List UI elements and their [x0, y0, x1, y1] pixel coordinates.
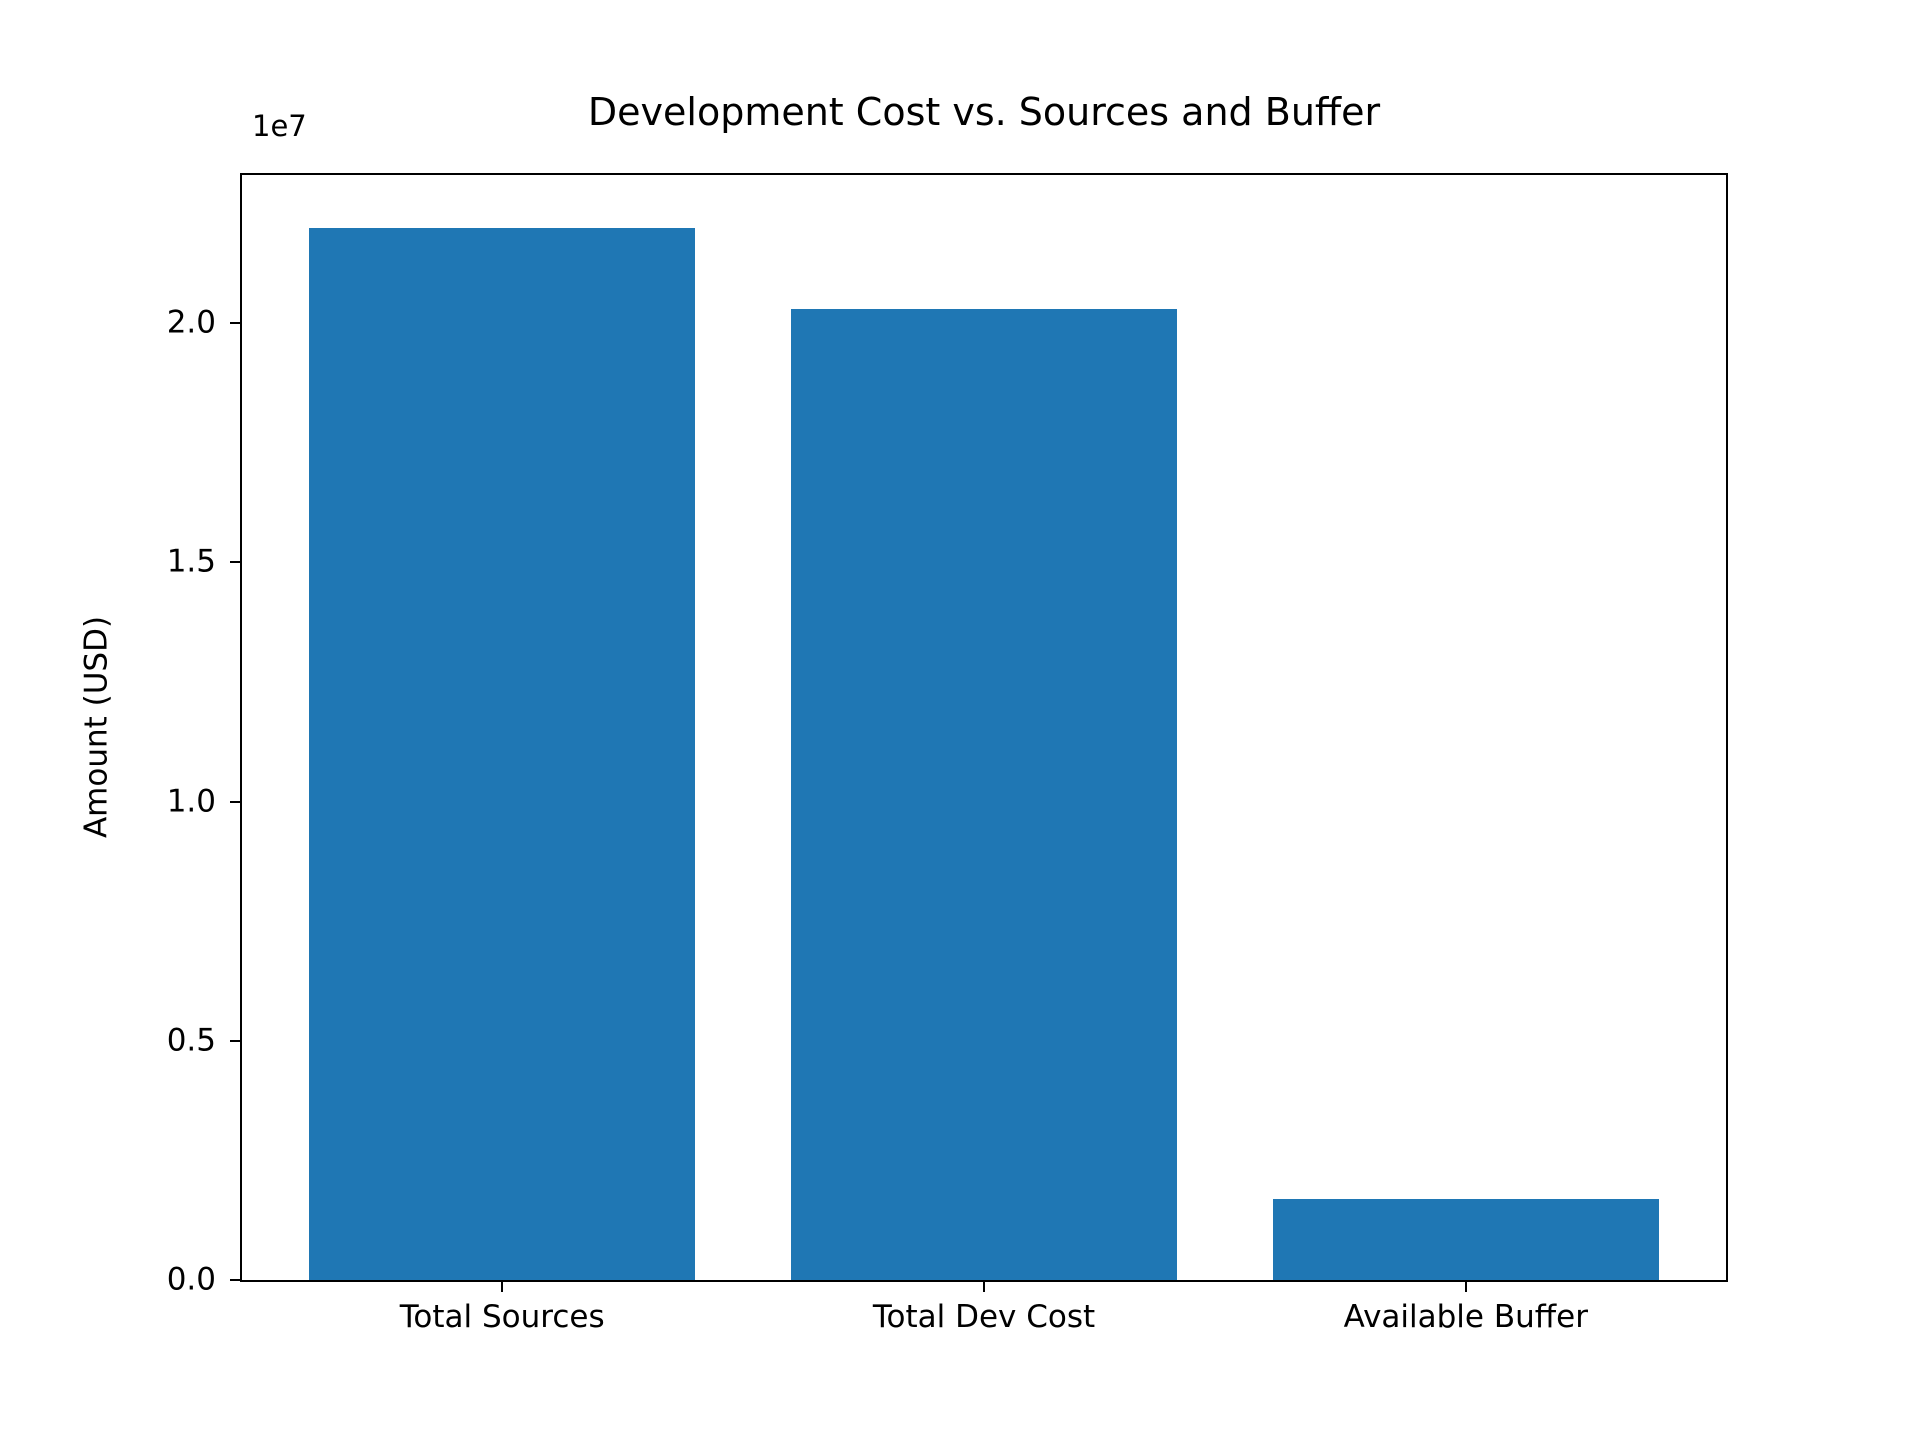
y-axis-label: Amount (USD) [78, 615, 115, 839]
x-tick-mark [501, 1282, 504, 1292]
y-tick-mark [230, 1039, 240, 1042]
x-tick-label-total-sources: Total Sources [399, 1299, 605, 1335]
x-tick-mark [983, 1282, 985, 1292]
x-tick-mark [1464, 1282, 1467, 1292]
y-tick-mark [230, 800, 240, 803]
bar-total-sources [309, 227, 695, 1280]
y-tick-label: 2.0 [166, 304, 216, 341]
y-tick-mark [230, 561, 240, 564]
y-tick-label: 0.0 [166, 1261, 216, 1298]
x-tick-label-total-dev-cost: Total Dev Cost [872, 1299, 1096, 1335]
plot-area: Total Sources Total Dev Cost Available Buf… [167, 173, 1728, 1333]
y-tick-label: 1.0 [166, 783, 216, 820]
bar-available-buffer [1273, 1198, 1659, 1280]
y-tick-label: 0.5 [166, 1022, 216, 1059]
y-tick-mark [230, 1279, 240, 1281]
y-tick-label: 1.5 [166, 543, 216, 580]
y-axis-offset-label: 1e7 [252, 109, 307, 143]
x-tick-label-available-buffer: Available Buffer [1343, 1299, 1588, 1335]
y-tick-mark [230, 322, 240, 325]
bar-total-dev-cost [791, 308, 1177, 1280]
chart-title: Development Cost vs. Sources and Buffer [587, 90, 1381, 134]
